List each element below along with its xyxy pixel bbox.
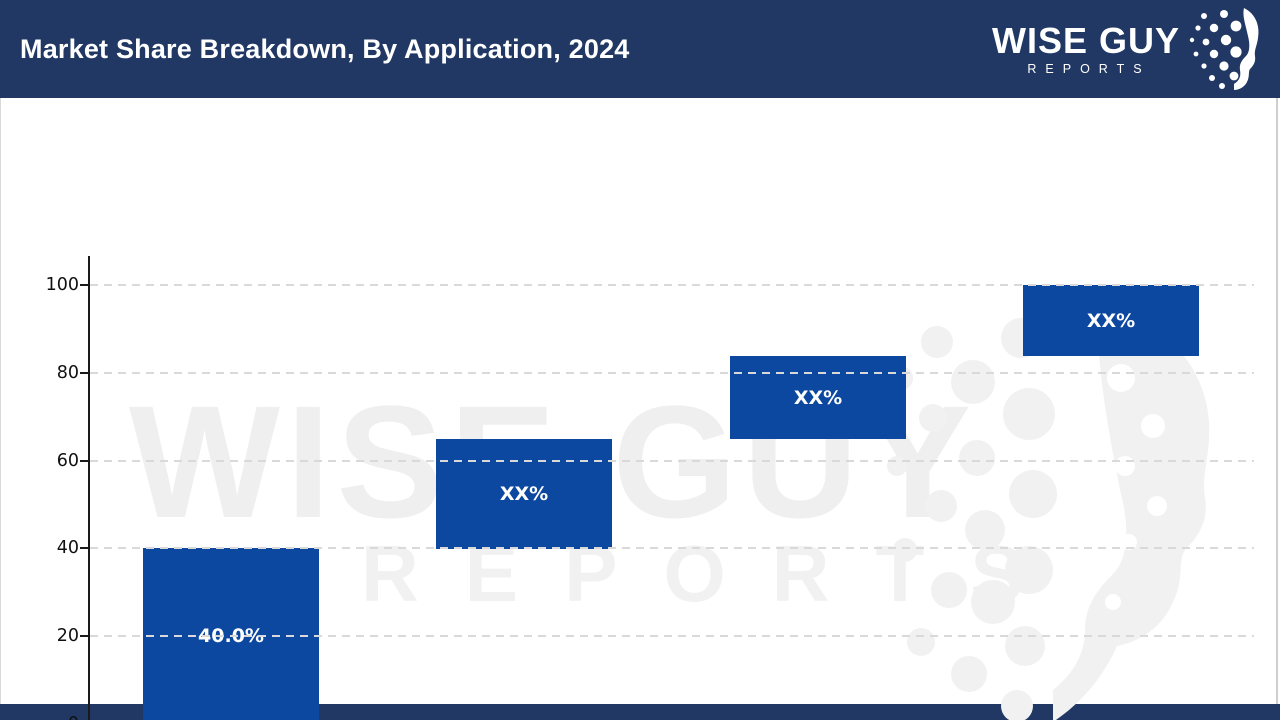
gridline-20 [90, 635, 1254, 637]
logo-wordmark-line1: WISE GUY [991, 19, 1180, 61]
y-axis-spine [88, 256, 90, 720]
wiseguy-logo: WISE GUY REPORTS [992, 6, 1262, 92]
gridline-100 [90, 284, 1254, 286]
bar-value-label: XX% [1086, 309, 1136, 332]
logo-wordmark-line2: REPORTS [1027, 61, 1151, 76]
y-tick-60 [80, 460, 88, 462]
y-tick-80 [80, 372, 88, 374]
waterfall-chart: 40.0%XX%XX%XX%020406080100AgricultureHor… [1, 98, 1280, 720]
y-tick-100 [80, 284, 88, 286]
y-tick-40 [80, 547, 88, 549]
y-tick-label-60: 60 [56, 451, 79, 471]
logo-wordmark: WISE GUY REPORTS [991, 19, 1180, 76]
bar-value-label: XX% [499, 483, 549, 505]
bar-agriculture: 40.0% [143, 548, 319, 720]
header-bar: Market Share Breakdown, By Application, … [0, 0, 1280, 98]
y-tick-label-40: 40 [56, 538, 79, 558]
chart-area: WISE GUY REPORTS 40.0%XX%XX%XX%020406080… [0, 98, 1278, 720]
y-tick-label-0: 0 [31, 714, 79, 720]
gridline-40 [90, 547, 1254, 549]
watermark-face-dots-icon [887, 310, 1210, 720]
bar-greenhouses: XX% [730, 356, 906, 439]
y-tick-label-100: 100 [45, 275, 79, 295]
page-title: Market Share Breakdown, By Application, … [20, 33, 630, 64]
y-tick-20 [80, 635, 88, 637]
bar-horticulture: XX% [436, 439, 612, 549]
footer-bar [0, 704, 1280, 720]
gridline-60 [90, 460, 1254, 462]
bar-value-label: XX% [793, 386, 843, 409]
gridline-80 [90, 372, 1254, 374]
y-tick-label-80: 80 [56, 363, 79, 383]
logo-face-dots-icon [1189, 8, 1259, 90]
bar-landscaping: XX% [1023, 285, 1199, 356]
y-tick-label-20: 20 [56, 626, 79, 646]
